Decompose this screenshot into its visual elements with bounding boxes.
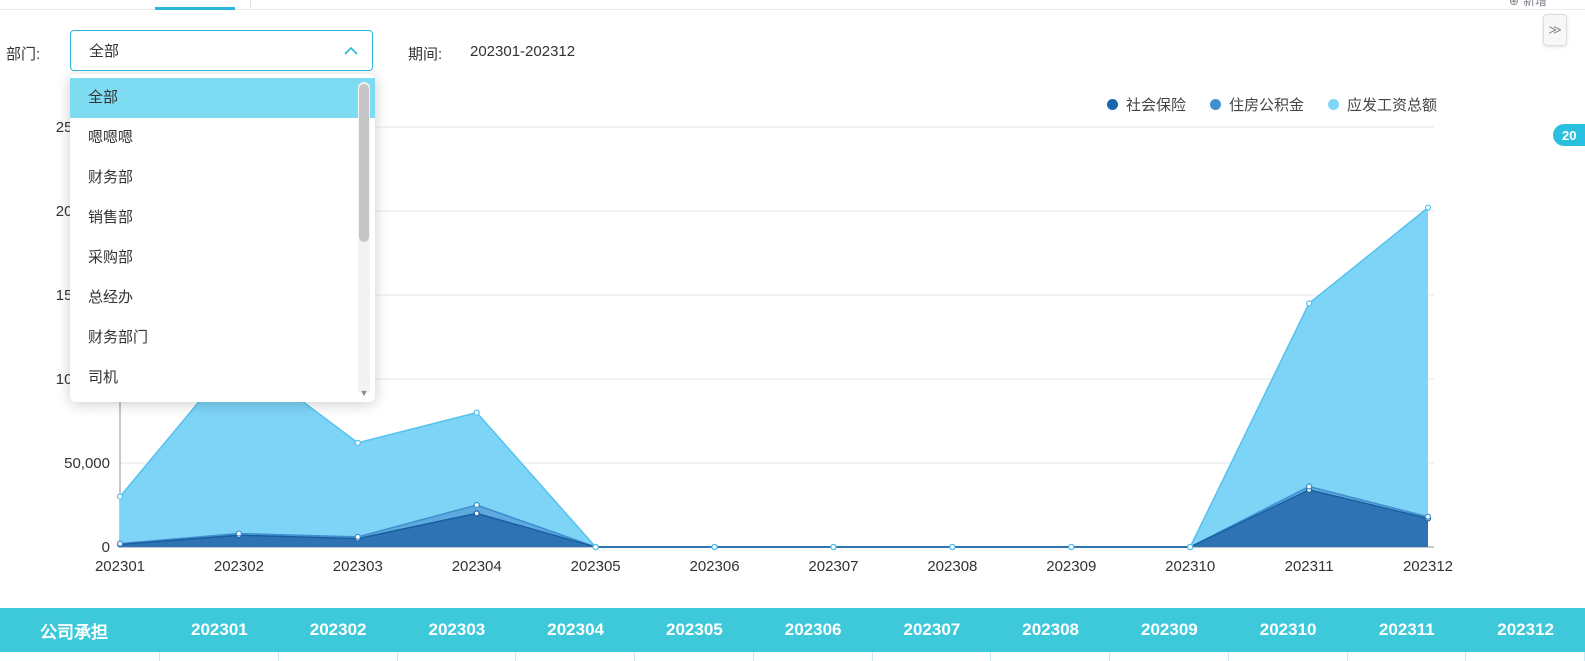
- table-cell: [635, 652, 754, 661]
- department-label: 部门:: [6, 46, 41, 63]
- table-header-month: 202303: [428, 620, 486, 639]
- dropdown-option[interactable]: 嗯嗯嗯: [88, 129, 134, 146]
- table-header-month: 202307: [903, 620, 961, 639]
- svg-text:202307: 202307: [808, 558, 858, 575]
- svg-text:202304: 202304: [452, 558, 502, 575]
- svg-text:0: 0: [102, 539, 110, 556]
- svg-text:202312: 202312: [1403, 558, 1453, 575]
- department-selected-value: 全部: [89, 43, 120, 60]
- table-cell: [872, 652, 992, 661]
- dropdown-option[interactable]: 采购部: [88, 249, 134, 266]
- table-cell: [397, 652, 517, 661]
- dropdown-option[interactable]: 销售部: [88, 209, 134, 226]
- period-label: 期间:: [408, 46, 443, 63]
- add-new-button[interactable]: ⊕ 新增: [1509, 0, 1547, 9]
- company-burden-header-row: 公司承担 202301 202302 202303 202304 202305 202306…: [0, 608, 1585, 652]
- table-header-month: 202304: [547, 620, 604, 639]
- table-header-month: 202306: [784, 620, 842, 639]
- department-select[interactable]: 全部: [70, 30, 373, 71]
- active-tab-underline: [155, 7, 235, 10]
- add-new-label: 新增: [1522, 0, 1547, 8]
- dropdown-option[interactable]: 财务部: [88, 169, 134, 186]
- table-cell: [753, 652, 873, 661]
- scroll-down-arrow-icon[interactable]: ▼: [359, 388, 369, 398]
- legend-item-gross-salary[interactable]: 应发工资总额: [1327, 94, 1437, 115]
- svg-text:202311: 202311: [1285, 558, 1334, 575]
- table-cell: [516, 652, 635, 661]
- table-cell: [991, 652, 1110, 661]
- legend-label: 住房公积金: [1228, 97, 1304, 114]
- table-cell: [1228, 652, 1348, 661]
- table-cell: [160, 652, 279, 661]
- legend-label: 社会保险: [1125, 97, 1186, 114]
- double-chevron-right-icon: ≫: [1548, 22, 1562, 37]
- svg-text:202302: 202302: [214, 558, 264, 575]
- dropdown-option[interactable]: 司机: [88, 369, 119, 386]
- company-burden-table: 公司承担 202301 202302 202303 202304 202305 202306…: [0, 608, 1585, 661]
- edge-badge-text: 20: [1562, 127, 1577, 143]
- legend-item-social-insurance[interactable]: 社会保险: [1106, 94, 1186, 115]
- dropdown-scrollbar[interactable]: ▼: [358, 82, 370, 398]
- chevron-up-icon: [344, 46, 358, 55]
- svg-text:202306: 202306: [690, 558, 740, 575]
- tab-separator: [250, 0, 251, 10]
- table-cell: [1466, 652, 1585, 661]
- table-cell: [1110, 652, 1229, 661]
- legend-label: 应发工资总额: [1346, 97, 1437, 114]
- top-tab-bar: [0, 0, 1585, 10]
- svg-text:202308: 202308: [927, 558, 977, 575]
- collapse-panel-button[interactable]: ≫: [1543, 14, 1567, 46]
- plus-circle-icon: ⊕: [1508, 0, 1519, 8]
- table-cell: [278, 652, 398, 661]
- legend-dot-dark-blue: [1106, 99, 1118, 110]
- scrollbar-thumb[interactable]: [359, 84, 369, 242]
- table-header-month: 202312: [1497, 620, 1554, 639]
- svg-text:202309: 202309: [1046, 558, 1096, 575]
- dropdown-option[interactable]: 全部: [70, 78, 375, 118]
- table-header-month: 202301: [191, 620, 248, 639]
- dropdown-option[interactable]: 财务部门: [88, 329, 149, 346]
- table-header-company-burden: 公司承担: [40, 622, 108, 642]
- department-dropdown-panel: 全部嗯嗯嗯财务部销售部采购部总经办财务部门司机 ▼: [70, 74, 375, 402]
- edge-year-badge: 20: [1553, 124, 1585, 146]
- legend-item-housing-fund[interactable]: 住房公积金: [1209, 94, 1304, 115]
- table-header-month: 202305: [666, 620, 723, 639]
- svg-text:50,000: 50,000: [64, 455, 110, 472]
- table-header-month: 202302: [309, 620, 367, 639]
- table-header-month: 202311: [1378, 620, 1435, 639]
- table-header-month: 202309: [1141, 620, 1198, 639]
- legend-dot-light-blue: [1327, 99, 1339, 110]
- svg-text:202303: 202303: [333, 558, 383, 575]
- period-value: 202301-202312: [470, 43, 576, 60]
- svg-text:202305: 202305: [571, 558, 621, 575]
- table-cell: [1347, 652, 1467, 661]
- table-header-month: 202310: [1259, 620, 1317, 639]
- department-dropdown-list: 全部嗯嗯嗯财务部销售部采购部总经办财务部门司机: [70, 78, 375, 398]
- svg-text:202301: 202301: [95, 558, 145, 575]
- chart-legend: 社会保险 住房公积金 应发工资总额: [1106, 94, 1437, 115]
- svg-text:202310: 202310: [1165, 558, 1215, 575]
- table-header-month: 202308: [1022, 620, 1079, 639]
- legend-dot-medium-blue: [1209, 99, 1221, 110]
- company-burden-data-row: [0, 652, 1585, 661]
- table-cell: [0, 652, 160, 661]
- dropdown-option[interactable]: 总经办: [88, 289, 134, 306]
